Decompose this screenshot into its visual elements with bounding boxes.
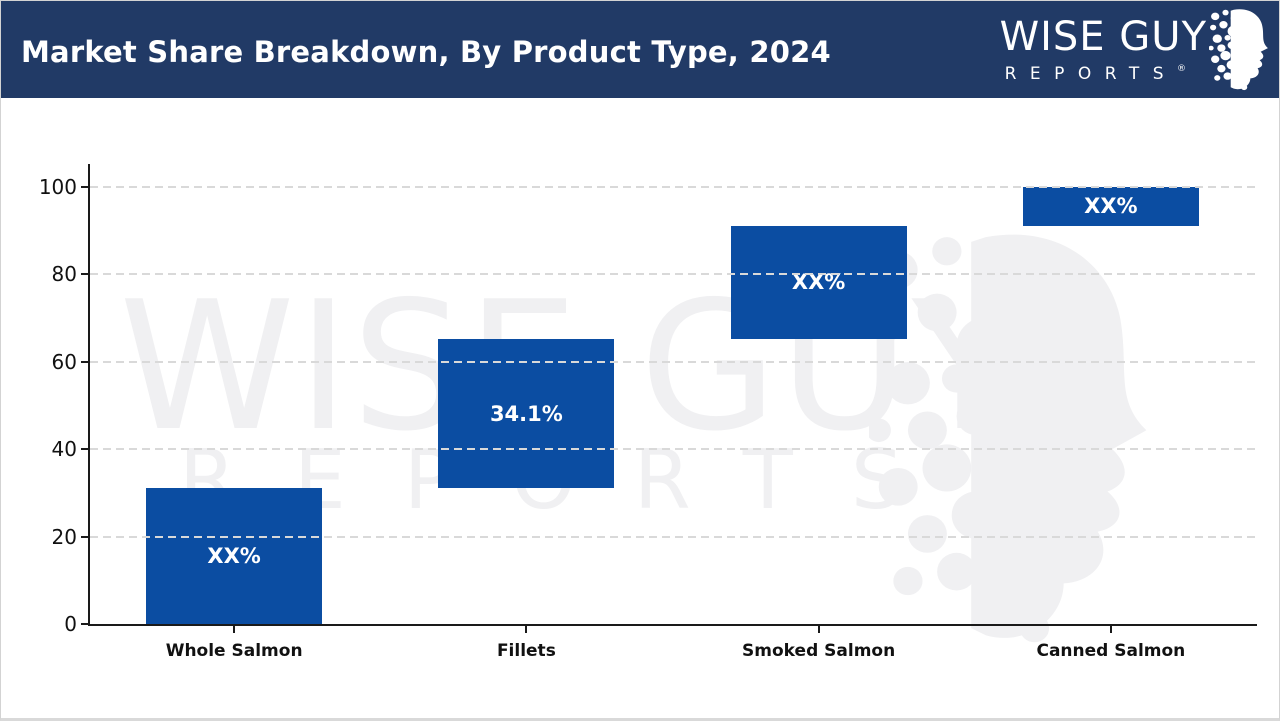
y-axis-tick-label: 0 <box>64 612 77 636</box>
gridline-80 <box>90 273 1257 276</box>
y-axis-line <box>88 164 90 626</box>
logo-reports-label: REPORTS® <box>1004 63 1186 84</box>
y-axis-tick <box>81 186 89 188</box>
x-category-label: Fillets <box>496 641 556 661</box>
x-axis-tick <box>233 625 236 633</box>
gridline-60 <box>90 360 1257 363</box>
y-axis-tick-label: 20 <box>51 524 77 549</box>
y-axis-tick <box>81 623 89 625</box>
logo-wiseguy-label: WISE GUY <box>999 13 1207 60</box>
bar-value-label: 34.1% <box>489 401 563 426</box>
x-category-label: Smoked Salmon <box>742 641 896 661</box>
y-axis-tick <box>81 448 89 451</box>
registered-trademark-icon: ® <box>1177 63 1186 74</box>
x-category-label: Whole Salmon <box>165 641 303 661</box>
wiseguy-head-icon <box>1209 9 1268 91</box>
bar-value-label: XX% <box>207 544 261 569</box>
bar-whole-salmon <box>146 488 323 624</box>
y-axis-tick-label: 60 <box>51 349 77 374</box>
y-axis-tick <box>81 360 89 363</box>
bar-canned-salmon <box>1022 187 1199 226</box>
bar-fillets <box>438 339 615 489</box>
x-axis-tick <box>525 625 528 633</box>
wiseguy-logo: WISE GUY REPORTS® <box>1000 7 1271 91</box>
header-bar: Market Share Breakdown, By Product Type,… <box>1 1 1279 98</box>
gridline-20 <box>90 535 1257 538</box>
bar-smoked-salmon <box>730 225 907 340</box>
watermark-head-icon <box>869 234 1147 643</box>
y-axis-tick <box>81 273 89 276</box>
y-axis-tick-label: 80 <box>51 262 77 287</box>
wiseguy-logo-text: WISE GUY REPORTS® <box>1000 15 1207 84</box>
y-axis-tick <box>81 535 89 538</box>
x-axis-line <box>88 624 1257 626</box>
page-title: Market Share Breakdown, By Product Type,… <box>21 35 831 69</box>
gridline-100 <box>90 186 1257 188</box>
y-axis-tick-label: 40 <box>51 437 77 462</box>
x-axis-tick <box>1109 625 1112 633</box>
bar-value-label: XX% <box>1084 194 1138 219</box>
x-category-label: Canned Salmon <box>1036 641 1186 661</box>
y-axis-tick-label: 100 <box>38 175 77 199</box>
x-axis-tick <box>817 625 820 633</box>
gridline-40 <box>90 448 1257 451</box>
